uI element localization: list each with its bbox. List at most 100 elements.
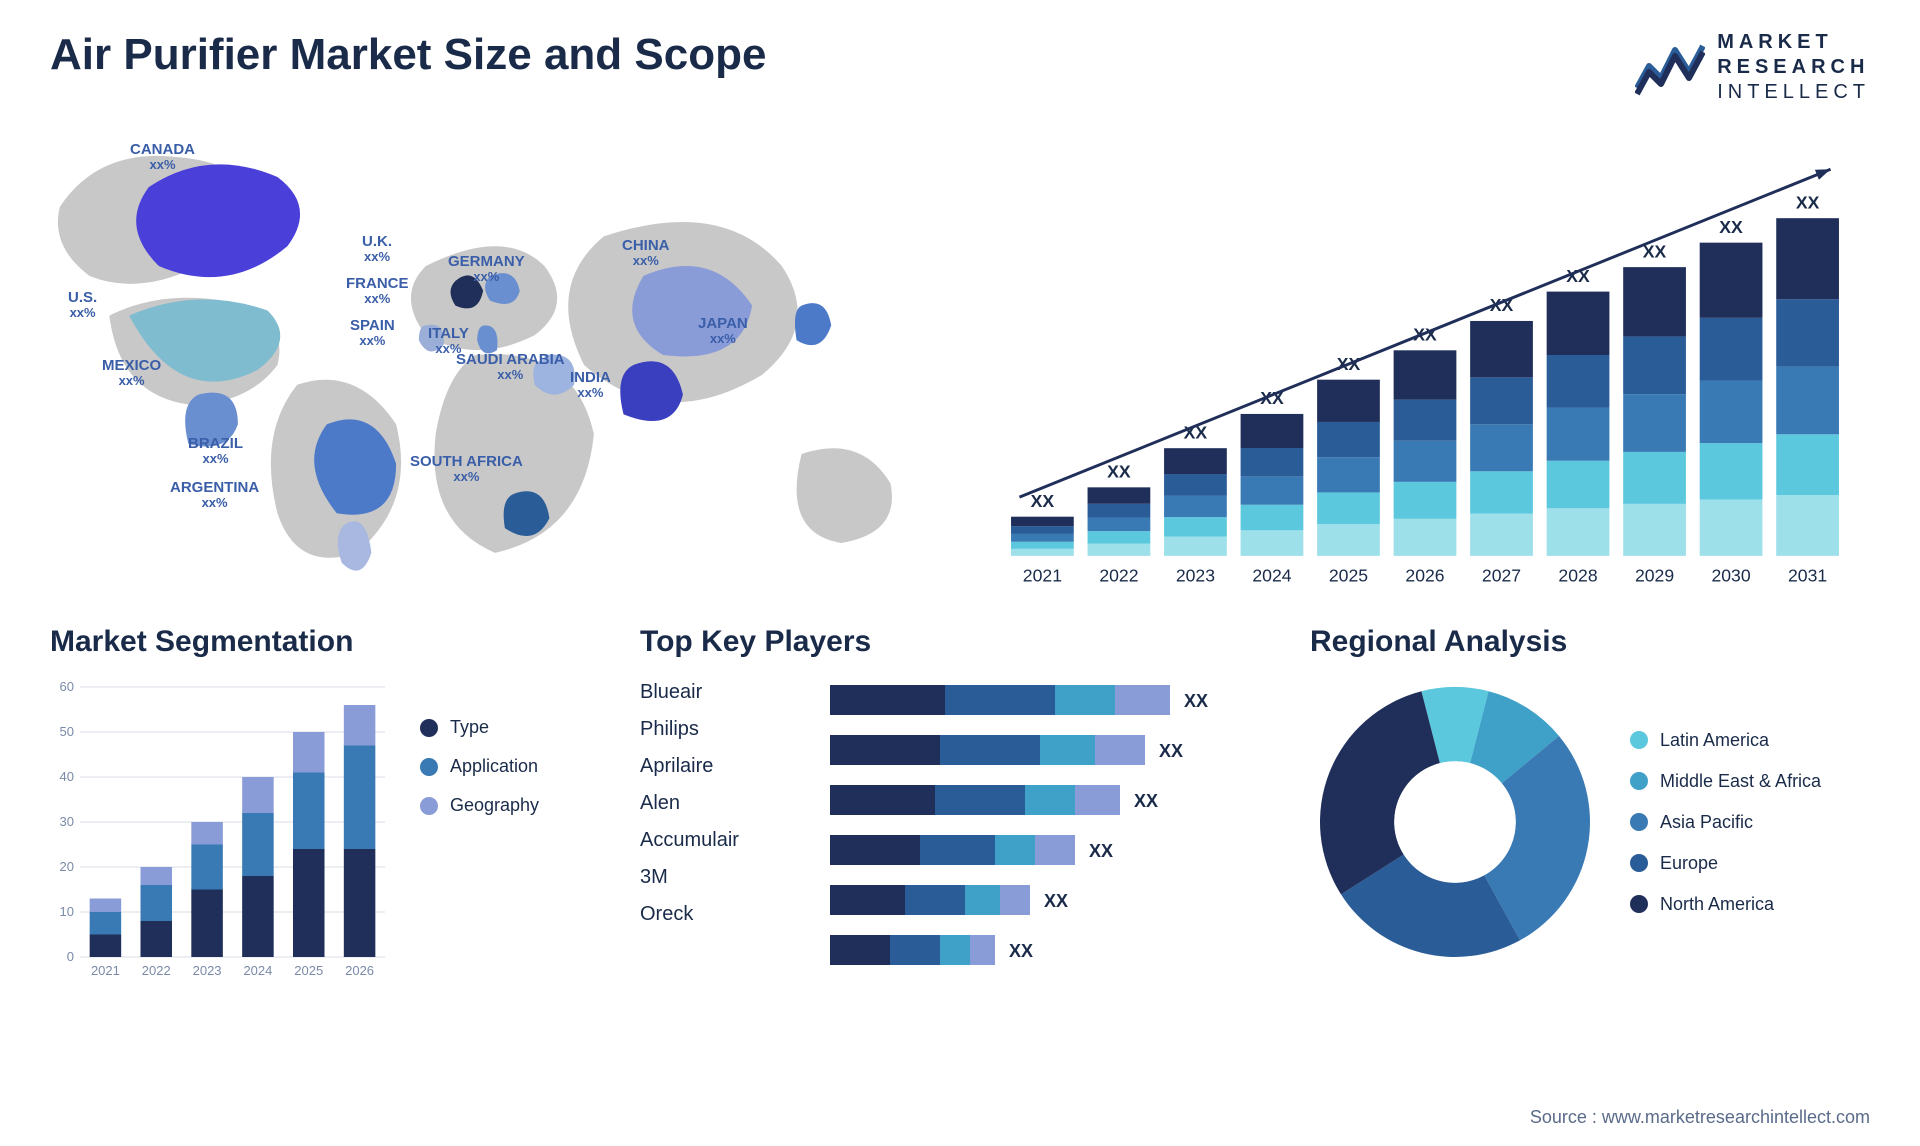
main-bar-segment (1164, 474, 1227, 496)
logo-line2: RESEARCH (1717, 55, 1870, 80)
player-bar-label: XX (1159, 741, 1183, 761)
main-bar-segment (1547, 408, 1610, 461)
map-country: CHINA (622, 237, 670, 254)
regional-donut (1310, 677, 1600, 967)
player-bar-segment (1115, 685, 1170, 715)
main-bar-segment (1547, 461, 1610, 509)
map-country: INDIA (570, 369, 611, 386)
map-value: xx% (68, 306, 97, 321)
regional-donut-svg (1310, 677, 1600, 967)
player-bar-segment (1040, 735, 1095, 765)
main-bar-segment (1623, 452, 1686, 504)
map-value: xx% (456, 368, 565, 383)
main-bar-segment (1011, 526, 1074, 534)
main-bar-segment (1011, 534, 1074, 542)
map-label: ARGENTINAxx% (170, 479, 259, 511)
player-bar-segment (940, 735, 1040, 765)
regional-panel: Regional Analysis Latin AmericaMiddle Ea… (1310, 625, 1870, 1035)
map-country: FRANCE (346, 275, 409, 292)
main-bar-segment (1776, 299, 1839, 367)
legend-label: Middle East & Africa (1660, 771, 1821, 792)
region-legend-item: North America (1630, 894, 1821, 915)
player-bar-segment (940, 935, 970, 965)
logo-icon (1635, 38, 1705, 98)
player-bar-segment (830, 735, 940, 765)
main-bar-segment (1700, 243, 1763, 318)
legend-swatch (1630, 854, 1648, 872)
main-bar-segment (1623, 336, 1686, 394)
main-bar-segment (1700, 499, 1763, 555)
seg-bar-segment (140, 921, 172, 957)
player-name: Accumulair (640, 829, 800, 852)
main-bar-segment (1164, 536, 1227, 555)
region-legend-item: Europe (1630, 853, 1821, 874)
main-bar-year-label: 2025 (1329, 565, 1368, 585)
main-bar-year-label: 2021 (1023, 565, 1062, 585)
legend-swatch (1630, 895, 1648, 913)
seg-bar-segment (90, 899, 122, 913)
map-country: SAUDI ARABIA (456, 351, 565, 368)
main-bar-segment (1394, 400, 1457, 441)
main-bar-segment (1164, 517, 1227, 536)
main-bar-segment (1470, 471, 1533, 513)
main-bar-value-label: XX (1107, 462, 1131, 482)
main-bar-segment (1317, 457, 1380, 492)
region-legend-item: Asia Pacific (1630, 812, 1821, 833)
map-label: SPAINxx% (350, 317, 395, 349)
main-bar-segment (1088, 504, 1151, 518)
player-name: Oreck (640, 903, 800, 926)
seg-bar-segment (140, 867, 172, 885)
player-bar-segment (1035, 835, 1075, 865)
seg-bar-segment (293, 773, 325, 850)
main-bar-value-label: XX (1796, 192, 1820, 212)
main-bar-segment (1088, 517, 1151, 531)
logo-text: MARKET RESEARCH INTELLECT (1717, 30, 1870, 105)
map-value: xx% (130, 158, 195, 173)
map-country: JAPAN (698, 315, 748, 332)
seg-y-tick: 10 (60, 904, 74, 919)
source-text: Source : www.marketresearchintellect.com (1530, 1107, 1870, 1128)
main-bar-year-label: 2022 (1099, 565, 1138, 585)
map-country: ITALY (428, 325, 469, 342)
map-value: xx% (448, 270, 525, 285)
main-bar-segment (1394, 519, 1457, 556)
legend-label: North America (1660, 894, 1774, 915)
legend-label: Type (450, 717, 489, 738)
seg-y-tick: 60 (60, 679, 74, 694)
map-label: U.S.xx% (68, 289, 97, 321)
seg-bar-segment (90, 935, 122, 958)
main-bar-year-label: 2024 (1252, 565, 1291, 585)
segmentation-legend: TypeApplicationGeography (420, 677, 539, 987)
legend-label: Latin America (1660, 730, 1769, 751)
legend-swatch (1630, 731, 1648, 749)
main-bar-segment (1776, 495, 1839, 556)
region-legend-item: Latin America (1630, 730, 1821, 751)
main-bar-segment (1164, 448, 1227, 474)
players-list: BlueairPhilipsAprilaireAlenAccumulair3MO… (640, 677, 800, 987)
map-value: xx% (350, 334, 395, 349)
main-bar-segment (1547, 508, 1610, 556)
main-bar-year-label: 2027 (1482, 565, 1521, 585)
player-bar-label: XX (1044, 891, 1068, 911)
main-bar-value-label: XX (1031, 491, 1055, 511)
map-country: U.S. (68, 289, 97, 306)
map-label: GERMANYxx% (448, 253, 525, 285)
player-bar-label: XX (1089, 841, 1113, 861)
seg-bar-segment (191, 845, 223, 890)
main-bar-value-label: XX (1719, 217, 1743, 237)
map-label: SAUDI ARABIAxx% (456, 351, 565, 383)
main-bar-segment (1394, 482, 1457, 519)
player-bar-segment (905, 885, 965, 915)
main-bar-segment (1088, 531, 1151, 543)
seg-bar-segment (293, 732, 325, 773)
main-bar-segment (1547, 292, 1610, 355)
map-value: xx% (346, 292, 409, 307)
map-value: xx% (698, 332, 748, 347)
map-label: MEXICOxx% (102, 357, 161, 389)
legend-label: Application (450, 756, 538, 777)
main-bar-segment (1700, 380, 1763, 443)
top-row: CANADAxx%U.S.xx%MEXICOxx%BRAZILxx%ARGENT… (50, 125, 1870, 595)
player-name: 3M (640, 866, 800, 889)
seg-bar-segment (90, 912, 122, 935)
main-bar-segment (1776, 434, 1839, 495)
